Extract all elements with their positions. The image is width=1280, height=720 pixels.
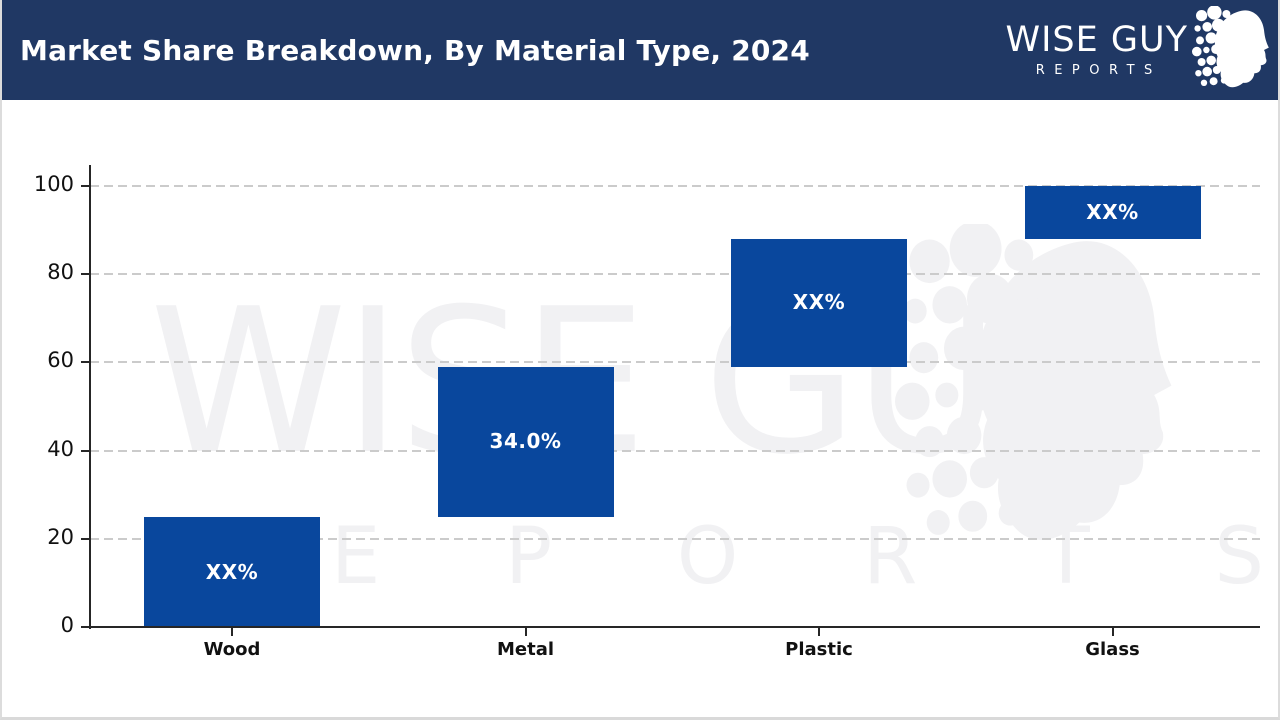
y-tick-80 (81, 273, 89, 276)
y-tick-20 (81, 537, 89, 540)
y-tick-40 (81, 449, 89, 452)
bar-label-metal: 34.0% (489, 428, 562, 453)
y-tick-label-100: 100 (33, 172, 74, 196)
x-tick-metal (524, 628, 527, 636)
bar-plastic (731, 238, 907, 367)
gridline-100 (90, 185, 1260, 187)
logo-wordmark: WISE GUY (1005, 19, 1188, 60)
bar-label-plastic: XX% (792, 289, 846, 314)
gridline-20 (90, 537, 1260, 540)
logo: WISE GUY REPORTS (1005, 6, 1272, 94)
logo-text: WISE GUY REPORTS (1005, 19, 1188, 78)
y-tick-100 (81, 185, 89, 187)
y-tick-label-80: 80 (47, 260, 74, 285)
x-tick-label-plastic: Plastic (785, 639, 853, 660)
x-tick-plastic (818, 628, 820, 636)
bar-metal (437, 366, 614, 517)
gridline-60 (90, 361, 1260, 364)
gridline-80 (90, 273, 1260, 276)
bar-glass (1024, 186, 1201, 239)
logo-subtext: REPORTS (1035, 62, 1162, 78)
x-tick-label-glass: Glass (1085, 639, 1140, 660)
y-tick-label-40: 40 (47, 436, 74, 461)
x-axis-line (89, 626, 1260, 628)
y-axis-line (89, 165, 91, 629)
bar-wood (144, 516, 320, 627)
bar-label-wood: XX% (205, 559, 259, 584)
x-tick-label-metal: Metal (496, 639, 555, 660)
x-tick-wood (231, 628, 233, 636)
bar-label-glass: XX% (1086, 200, 1139, 224)
y-tick-label-20: 20 (47, 524, 74, 549)
y-tick-60 (81, 361, 89, 364)
x-tick-glass (1111, 628, 1114, 636)
page-title: Market Share Breakdown, By Material Type… (20, 33, 810, 67)
x-tick-label-wood: Wood (203, 639, 261, 660)
y-tick-label-0: 0 (60, 613, 74, 637)
y-tick-label-60: 60 (47, 348, 74, 373)
logo-face-icon (1192, 6, 1269, 88)
gridline-40 (90, 449, 1260, 452)
y-tick-0 (81, 626, 89, 628)
header-band: Market Share Breakdown, By Material Type… (2, 0, 1278, 100)
